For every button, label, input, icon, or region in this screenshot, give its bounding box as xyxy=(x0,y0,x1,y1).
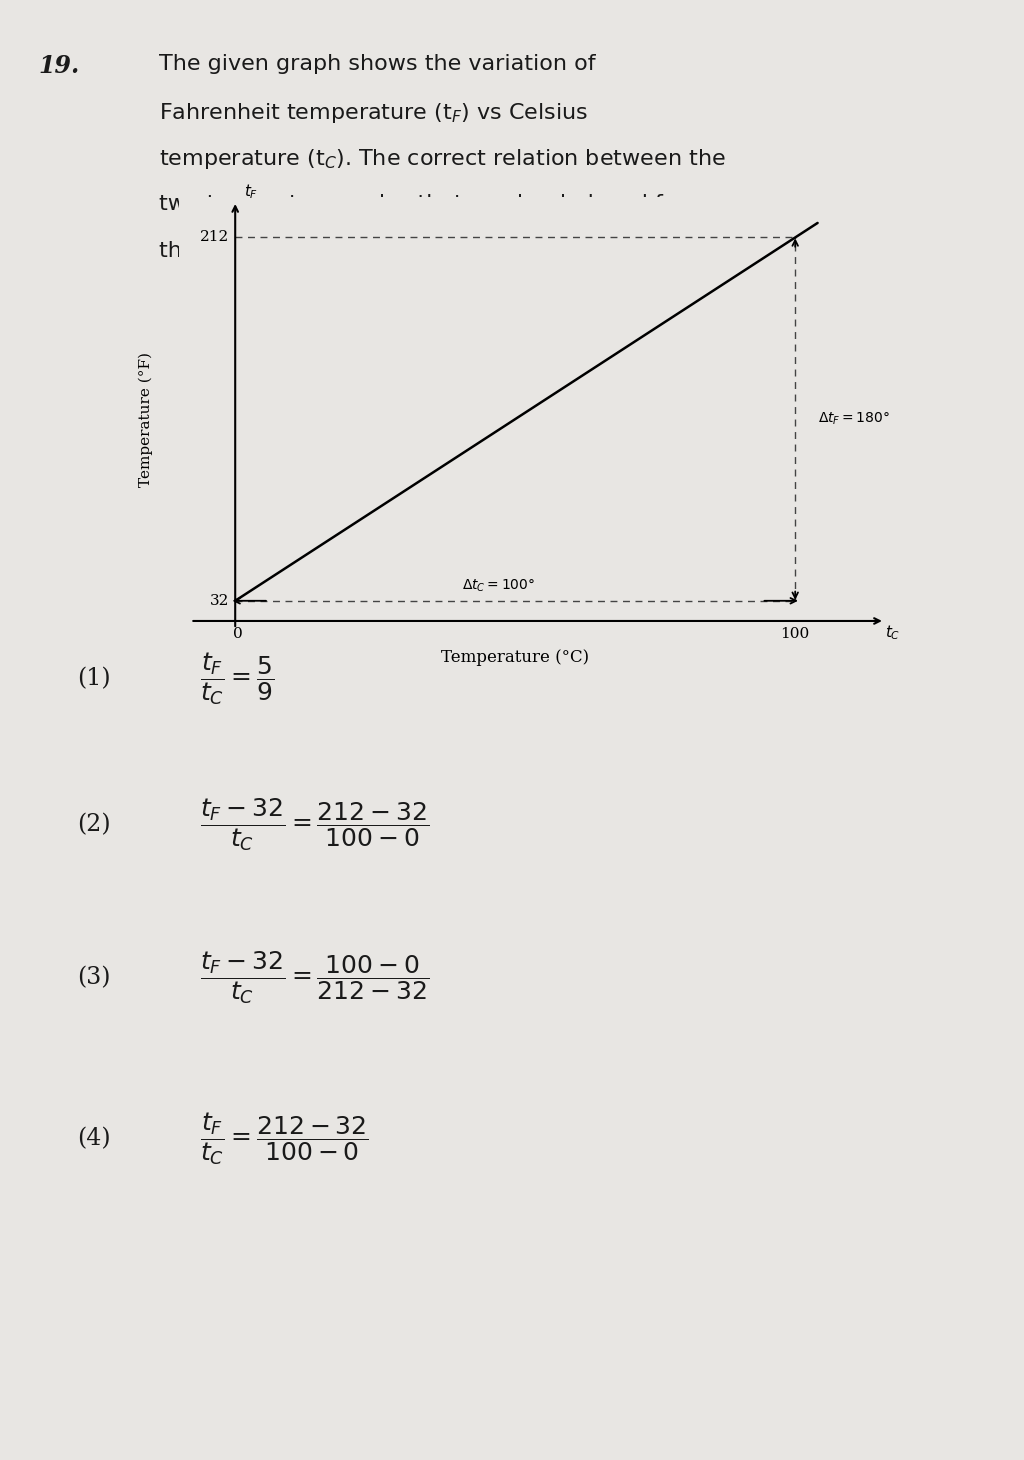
Text: 19.: 19. xyxy=(39,54,80,77)
Text: (1): (1) xyxy=(77,667,111,691)
Text: $\dfrac{t_F}{t_C} = \dfrac{5}{9}$: $\dfrac{t_F}{t_C} = \dfrac{5}{9}$ xyxy=(200,651,274,707)
Text: $\dfrac{t_F}{t_C} = \dfrac{212 - 32}{100 - 0}$: $\dfrac{t_F}{t_C} = \dfrac{212 - 32}{100… xyxy=(200,1111,369,1167)
Text: $t_C$: $t_C$ xyxy=(885,623,900,642)
Text: the graph below is: the graph below is xyxy=(159,241,366,261)
Text: $\dfrac{t_F - 32}{t_C} = \dfrac{100 - 0}{212 - 32}$: $\dfrac{t_F - 32}{t_C} = \dfrac{100 - 0}… xyxy=(200,950,429,1006)
Text: (3): (3) xyxy=(77,967,111,990)
Text: (4): (4) xyxy=(77,1127,111,1150)
Text: $t_F$: $t_F$ xyxy=(244,182,258,201)
Text: temperature (t$_C$). The correct relation between the: temperature (t$_C$). The correct relatio… xyxy=(159,147,725,171)
Text: $\dfrac{t_F - 32}{t_C} = \dfrac{212 - 32}{100 - 0}$: $\dfrac{t_F - 32}{t_C} = \dfrac{212 - 32… xyxy=(200,797,429,853)
Text: two ter​perature scales that can be deduced from: two ter​perature scales that can be dedu… xyxy=(159,194,707,215)
Text: 212: 212 xyxy=(201,231,229,244)
Text: Temperature (°F): Temperature (°F) xyxy=(138,352,153,486)
Text: Temperature (°C): Temperature (°C) xyxy=(441,650,589,666)
Text: 0: 0 xyxy=(233,626,243,641)
Text: $\Delta t_F = 180°$: $\Delta t_F = 180°$ xyxy=(817,410,890,428)
Text: 32: 32 xyxy=(210,594,229,607)
Text: (2): (2) xyxy=(77,813,111,837)
Text: The given graph shows the variation of: The given graph shows the variation of xyxy=(159,54,595,74)
Text: 100: 100 xyxy=(780,626,810,641)
Text: Fahrenheit temperature (t$_F$) vs Celsius: Fahrenheit temperature (t$_F$) vs Celsiu… xyxy=(159,101,588,124)
Text: $\Delta t_C = 100°$: $\Delta t_C = 100°$ xyxy=(462,577,535,594)
